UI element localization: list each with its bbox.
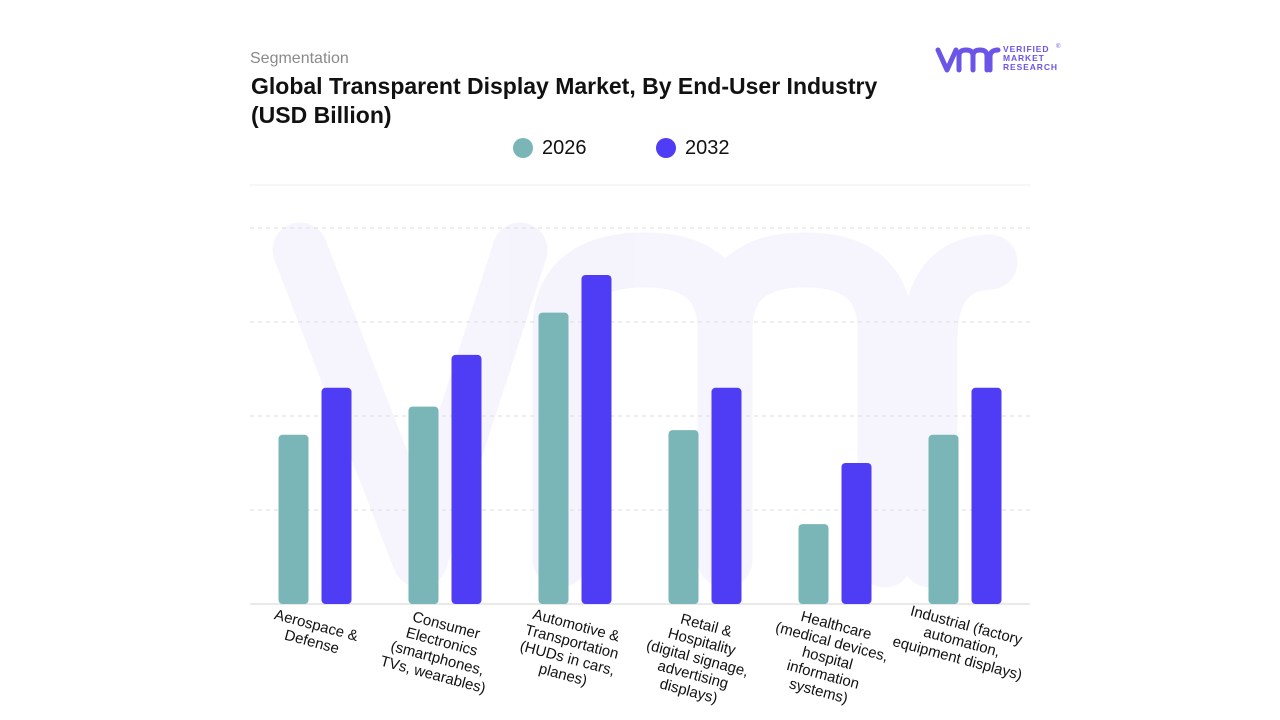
- bar-2032-2: [581, 275, 612, 604]
- x-tick-label-3: Retail &Hospitality(digital signage,adve…: [636, 604, 759, 713]
- legend-label-2032: 2032: [685, 137, 730, 159]
- gridlines: [250, 184, 1030, 605]
- brand-line-1: VERIFIED: [1003, 44, 1050, 54]
- bar-2032-5: [971, 387, 1002, 604]
- x-tick-label-0: Aerospace &Defense: [268, 606, 360, 661]
- bar-2026-4: [798, 524, 829, 604]
- legend-swatch-2032: [656, 138, 676, 158]
- x-tick-label-1: ConsumerElectronics(smartphones,TVs, wea…: [378, 603, 500, 697]
- brand-line-3: RESEARCH: [1003, 62, 1058, 72]
- bar-2026-5: [928, 434, 959, 604]
- bar-2032-3: [711, 387, 742, 604]
- brand-line-2: MARKET: [1003, 53, 1045, 63]
- watermark-logo: [272, 222, 1018, 588]
- bar-2026-3: [668, 430, 699, 604]
- x-tick-label-2: Automotive &Transportation(HUDs in cars,…: [514, 605, 626, 696]
- bar-2032-1: [451, 354, 482, 604]
- brand-wordmark: VERIFIED MARKET RESEARCH: [1003, 45, 1058, 72]
- bar-2026-2: [538, 312, 569, 604]
- x-tick-labels: Aerospace &Defense ConsumerElectronics(sm…: [268, 600, 1033, 714]
- bar-2026-0: [278, 434, 309, 604]
- x-tick-label-5: Industrial (factoryautomation,equipment …: [891, 600, 1033, 684]
- registered-mark: ®: [1056, 44, 1061, 50]
- bars: [278, 275, 1002, 604]
- bar-2032-4: [841, 463, 872, 604]
- legend-swatch-2026: [513, 138, 533, 158]
- vmr-logo-icon: [935, 47, 1001, 73]
- x-tick-label-4: Healthcare(medical devices,hospitalinfor…: [760, 602, 894, 714]
- legend-label-2026: 2026: [542, 137, 587, 159]
- bar-2032-0: [321, 387, 352, 604]
- section-kicker: Segmentation: [250, 50, 349, 67]
- bar-2026-1: [408, 406, 439, 604]
- chart-title: Global Transparent Display Market, By En…: [251, 73, 878, 128]
